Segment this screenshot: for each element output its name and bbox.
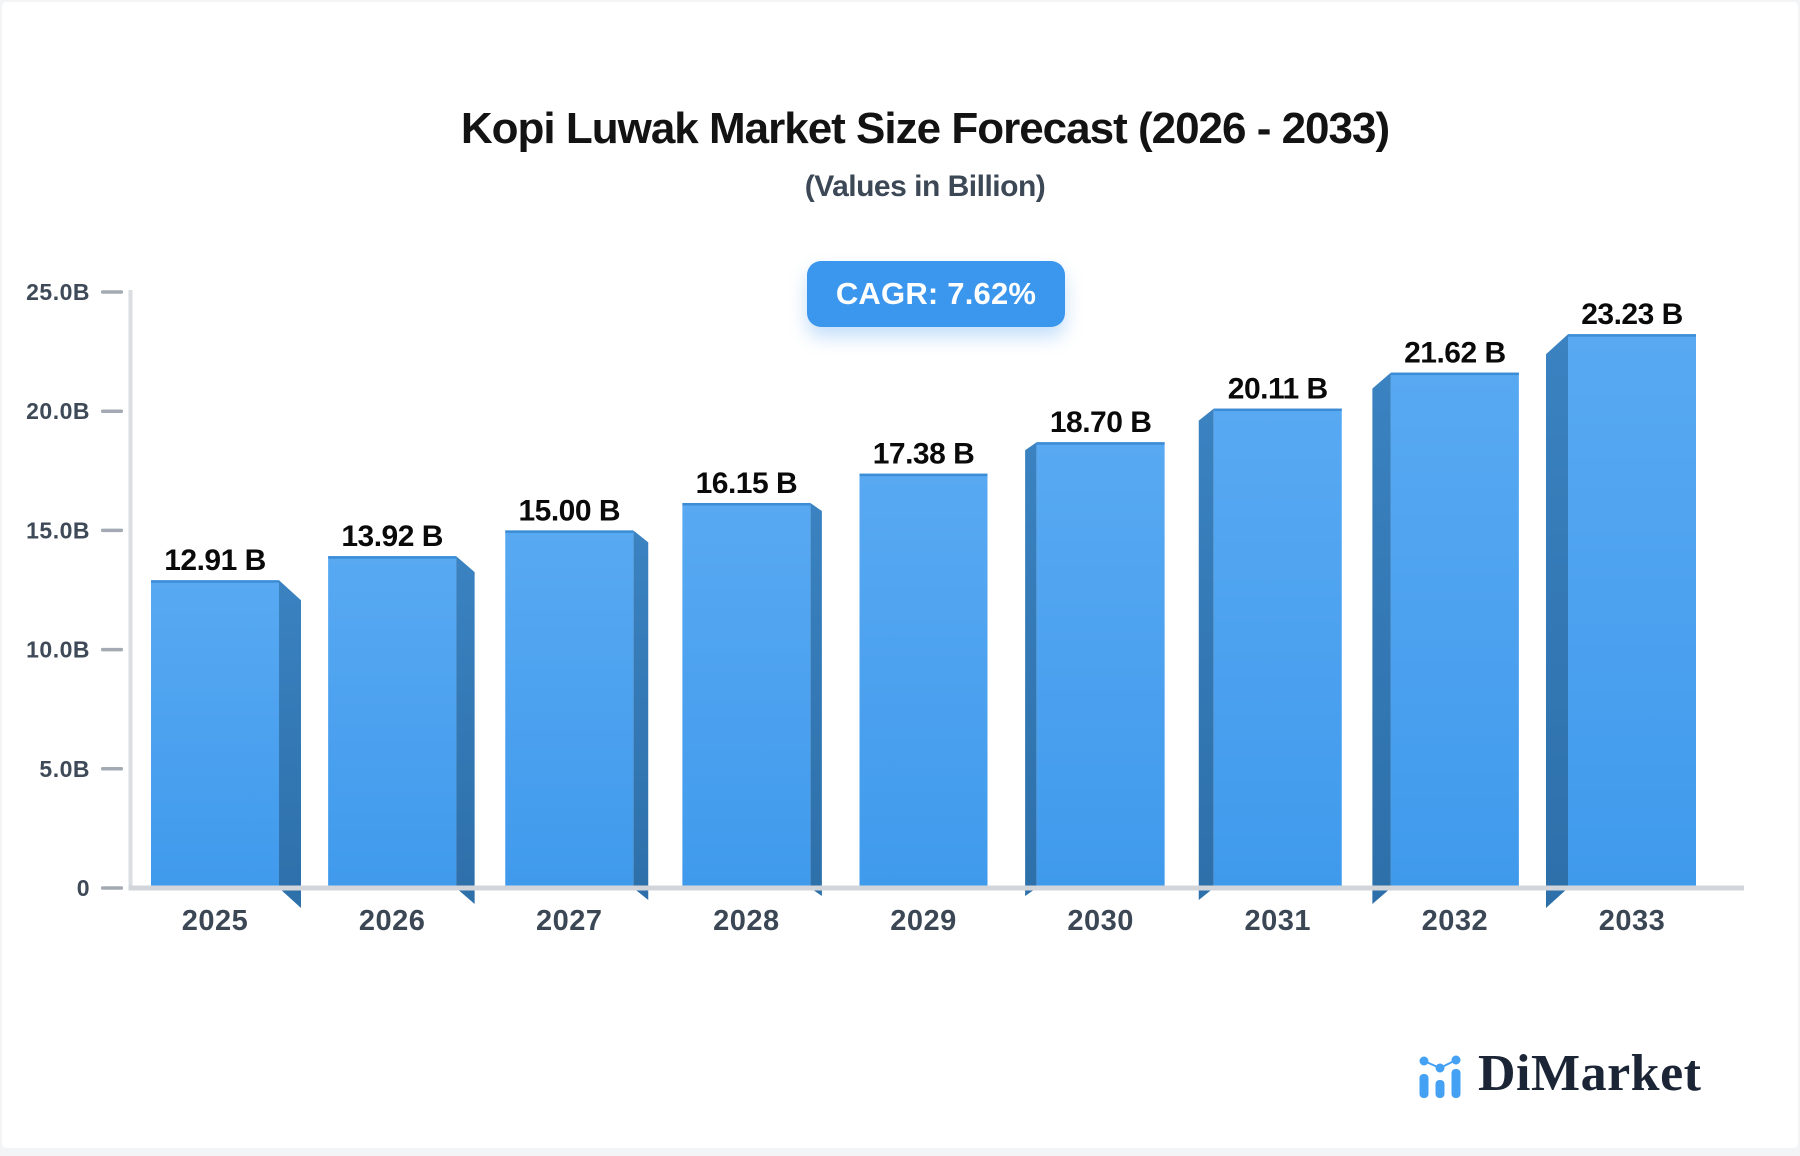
bar-2026[interactable] [328, 556, 457, 888]
dimarket-logo: DiMarket [1417, 1038, 1701, 1102]
bar-2031[interactable] [1213, 408, 1342, 888]
bar-value-label: 12.91 B [164, 544, 266, 577]
x-axis-label-2033: 2033 [1599, 905, 1666, 937]
bar-side-2027 [633, 530, 649, 900]
bar-top-edge [1568, 334, 1696, 337]
y-axis-tick-label: 10.0B [26, 637, 90, 663]
bar-side-2028 [810, 502, 822, 896]
bar-side-2033 [1546, 334, 1568, 909]
y-axis-tick-mark [101, 767, 123, 771]
bar-top-edge [505, 530, 634, 533]
chart-subtitle: (Values in Billion) [804, 170, 1046, 203]
y-axis-tick-label: 0 [77, 875, 90, 901]
y-axis-tick-mark [101, 290, 123, 294]
bar-top-edge [1390, 372, 1519, 376]
bar-side-2026 [456, 556, 475, 904]
x-axis-label-2026: 2026 [359, 905, 426, 937]
bar-value-label: 18.70 B [1050, 406, 1152, 439]
bar-side-2030 [1025, 442, 1037, 896]
bar-value-label: 13.92 B [341, 520, 443, 553]
bar-2032[interactable] [1390, 372, 1519, 888]
y-axis-tick-label: 20.0B [26, 398, 90, 424]
y-axis-tick-mark [101, 886, 123, 890]
cagr-badge-label: CAGR: 7.62% [835, 276, 1037, 311]
bar-2028[interactable] [682, 502, 811, 888]
y-axis-tick-label: 25.0B [26, 279, 90, 305]
chart-title: Kopi Luwak Market Size Forecast (2026 - … [460, 104, 1390, 153]
x-axis-baseline [128, 885, 1744, 891]
x-axis-label-2027: 2027 [536, 905, 603, 937]
x-axis-label-2030: 2030 [1067, 905, 1134, 937]
bar-2025[interactable] [151, 580, 279, 888]
y-axis-tick-mark [101, 528, 123, 533]
bar-2033[interactable] [1568, 334, 1696, 889]
bar-value-label: 16.15 B [696, 467, 798, 500]
dimarket-logo-text: DiMarket [1478, 1045, 1702, 1102]
bar-side-2032 [1372, 372, 1391, 904]
bar-value-label: 23.23 B [1581, 298, 1683, 331]
bar-2030[interactable] [1036, 442, 1165, 888]
y-axis-tick-mark [101, 647, 123, 652]
bar-value-label: 17.38 B [873, 438, 975, 471]
x-axis-label-2031: 2031 [1244, 905, 1311, 937]
bar-top-edge [859, 473, 988, 477]
cagr-badge: CAGR: 7.62% [807, 261, 1065, 327]
x-axis-label-2029: 2029 [890, 905, 957, 937]
bar-top-edge [1213, 408, 1342, 412]
bar-2029[interactable] [859, 473, 988, 888]
bar-top-edge [328, 556, 457, 559]
bar-2027[interactable] [505, 530, 634, 888]
bar-top-edge [151, 580, 279, 583]
bar-value-label: 15.00 B [518, 494, 620, 527]
bar-value-label: 21.62 B [1404, 337, 1506, 370]
x-axis-label-2025: 2025 [182, 905, 249, 937]
bar-side-2031 [1198, 408, 1214, 900]
bar-top-edge [682, 502, 811, 506]
bar-side-2025 [279, 580, 301, 908]
x-axis-label-2028: 2028 [713, 905, 780, 937]
bar-top-edge [1036, 442, 1165, 445]
y-axis-tick-mark [101, 409, 123, 413]
y-axis-tick-label: 5.0B [39, 756, 90, 782]
y-axis-tick-label: 15.0B [26, 517, 90, 543]
y-axis-line [128, 290, 133, 888]
x-axis-label-2032: 2032 [1422, 905, 1489, 937]
bar-value-label: 20.11 B [1228, 373, 1328, 406]
bar-chart-logo-icon [1419, 1055, 1461, 1098]
